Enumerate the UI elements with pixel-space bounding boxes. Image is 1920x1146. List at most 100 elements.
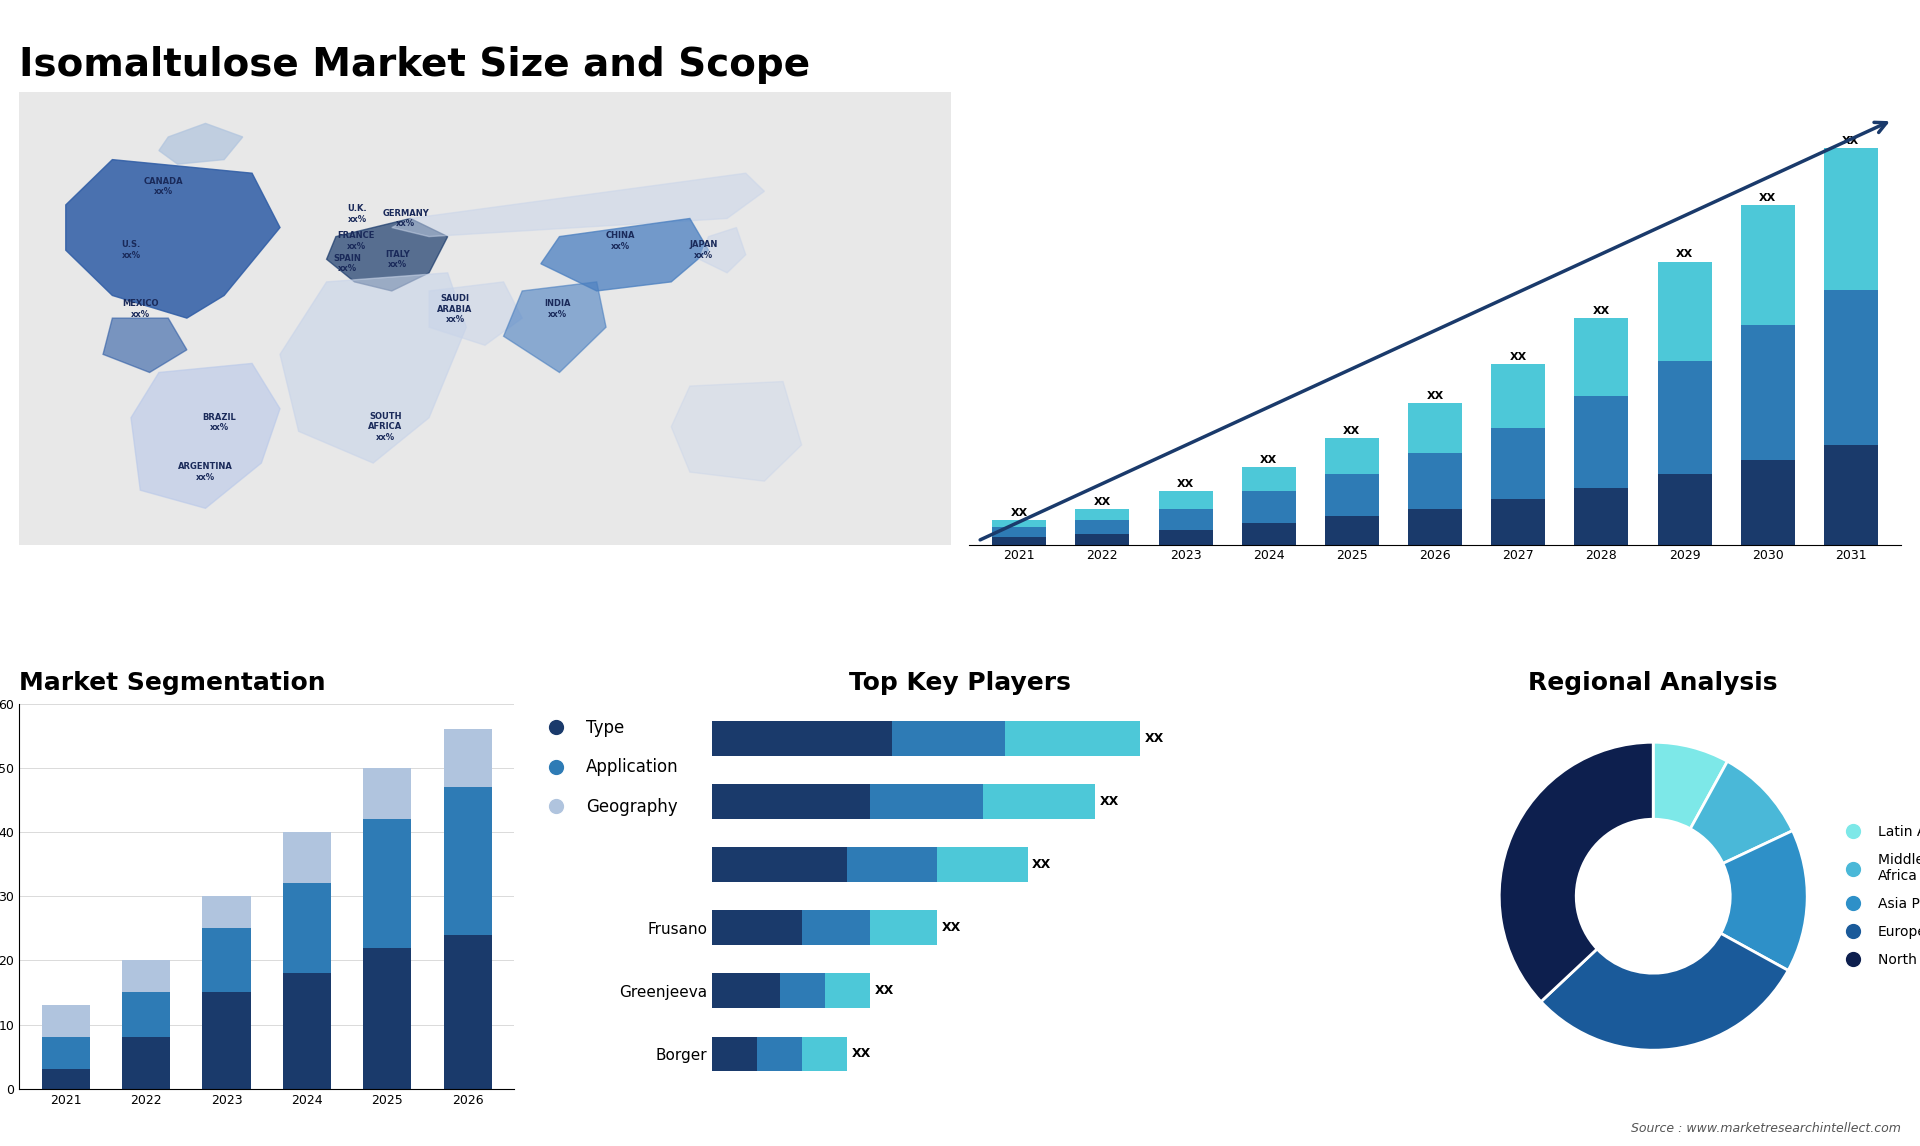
Wedge shape <box>1720 831 1807 971</box>
Bar <box>893 721 1004 756</box>
Text: XX: XX <box>1094 497 1112 507</box>
Polygon shape <box>503 282 607 372</box>
Text: BRAZIL
xx%: BRAZIL xx% <box>204 413 236 432</box>
Wedge shape <box>1542 933 1788 1050</box>
Bar <box>363 819 411 948</box>
Text: FRANCE
xx%: FRANCE xx% <box>338 231 374 251</box>
Bar <box>363 948 411 1089</box>
Bar <box>1574 319 1628 397</box>
Text: XX: XX <box>852 1047 872 1060</box>
Bar <box>282 884 330 973</box>
Bar <box>42 1069 90 1089</box>
Text: JAPAN
xx%: JAPAN xx% <box>689 241 718 260</box>
Legend: Type, Application, Geography: Type, Application, Geography <box>532 712 685 823</box>
Bar <box>1325 516 1379 544</box>
Wedge shape <box>1690 761 1793 863</box>
Bar <box>1242 492 1296 524</box>
Bar <box>1574 488 1628 544</box>
Text: XX: XX <box>1594 306 1611 316</box>
Text: MARKET: MARKET <box>1786 40 1828 49</box>
Bar <box>202 928 252 992</box>
Bar <box>123 960 171 992</box>
Text: MEXICO
xx%: MEXICO xx% <box>123 299 159 319</box>
Bar <box>444 935 492 1089</box>
Text: XX: XX <box>1759 193 1776 203</box>
Bar <box>1574 397 1628 488</box>
Bar <box>1325 473 1379 516</box>
Wedge shape <box>1653 743 1728 829</box>
Text: XX: XX <box>1676 250 1693 259</box>
Bar <box>712 784 870 819</box>
Bar <box>1824 148 1878 290</box>
Bar <box>123 992 171 1037</box>
Polygon shape <box>159 124 242 164</box>
Text: XX: XX <box>1260 455 1277 464</box>
Bar <box>1492 427 1546 499</box>
Bar <box>1824 290 1878 446</box>
Text: XX: XX <box>1427 391 1444 401</box>
Polygon shape <box>541 219 708 291</box>
Bar <box>1242 524 1296 544</box>
Polygon shape <box>131 363 280 509</box>
Polygon shape <box>699 228 745 273</box>
Text: Market Segmentation: Market Segmentation <box>19 670 326 694</box>
Text: SOUTH
AFRICA
xx%: SOUTH AFRICA xx% <box>369 411 403 441</box>
Text: XX: XX <box>1177 479 1194 489</box>
Text: CANADA
xx%: CANADA xx% <box>144 178 184 196</box>
Bar <box>444 787 492 935</box>
Bar <box>1075 520 1129 534</box>
Text: XX: XX <box>1010 508 1027 518</box>
Bar <box>42 1005 90 1037</box>
Bar <box>712 847 847 882</box>
Polygon shape <box>65 159 280 319</box>
Polygon shape <box>428 282 522 345</box>
Text: SAUDI
ARABIA
xx%: SAUDI ARABIA xx% <box>438 295 472 324</box>
Bar <box>1657 261 1711 361</box>
Bar <box>993 520 1046 527</box>
Polygon shape <box>1644 32 1720 99</box>
Bar <box>712 1036 756 1072</box>
Text: Source : www.marketresearchintellect.com: Source : www.marketresearchintellect.com <box>1630 1122 1901 1135</box>
Bar <box>363 768 411 819</box>
Text: XX: XX <box>874 984 893 997</box>
Text: CHINA
xx%: CHINA xx% <box>605 231 636 251</box>
Bar <box>282 832 330 884</box>
Wedge shape <box>1500 743 1653 1002</box>
Polygon shape <box>280 273 467 463</box>
Bar <box>826 973 870 1008</box>
Bar <box>282 973 330 1089</box>
Bar <box>983 784 1094 819</box>
Bar <box>1158 531 1213 544</box>
Bar <box>1824 446 1878 544</box>
Text: XX: XX <box>1509 352 1526 362</box>
Text: SPAIN
xx%: SPAIN xx% <box>334 254 361 274</box>
Bar <box>42 1037 90 1069</box>
Text: XX: XX <box>1344 426 1361 437</box>
Text: Isomaltulose Market Size and Scope: Isomaltulose Market Size and Scope <box>19 46 810 84</box>
Bar <box>1242 466 1296 492</box>
Bar <box>1158 509 1213 531</box>
Polygon shape <box>672 382 803 481</box>
Bar <box>712 973 780 1008</box>
Bar <box>202 992 252 1089</box>
Bar <box>1325 439 1379 473</box>
Bar <box>1407 453 1463 509</box>
Bar <box>1407 403 1463 453</box>
Polygon shape <box>104 319 186 372</box>
Bar <box>803 910 870 945</box>
Bar <box>1657 473 1711 544</box>
Text: XX: XX <box>1100 795 1119 808</box>
Text: RESEARCH: RESEARCH <box>1780 58 1834 68</box>
Bar <box>1004 721 1140 756</box>
Text: XX: XX <box>1033 858 1052 871</box>
Bar <box>444 729 492 787</box>
Bar <box>803 1036 847 1072</box>
Bar <box>1492 499 1546 544</box>
Bar <box>993 527 1046 537</box>
Bar <box>1741 325 1795 460</box>
Text: INDIA
xx%: INDIA xx% <box>545 299 570 319</box>
Bar <box>870 910 937 945</box>
Bar <box>1741 460 1795 544</box>
Legend: Latin America, Middle East &
Africa, Asia Pacific, Europe, North America: Latin America, Middle East & Africa, Asi… <box>1834 819 1920 973</box>
Bar <box>202 896 252 928</box>
